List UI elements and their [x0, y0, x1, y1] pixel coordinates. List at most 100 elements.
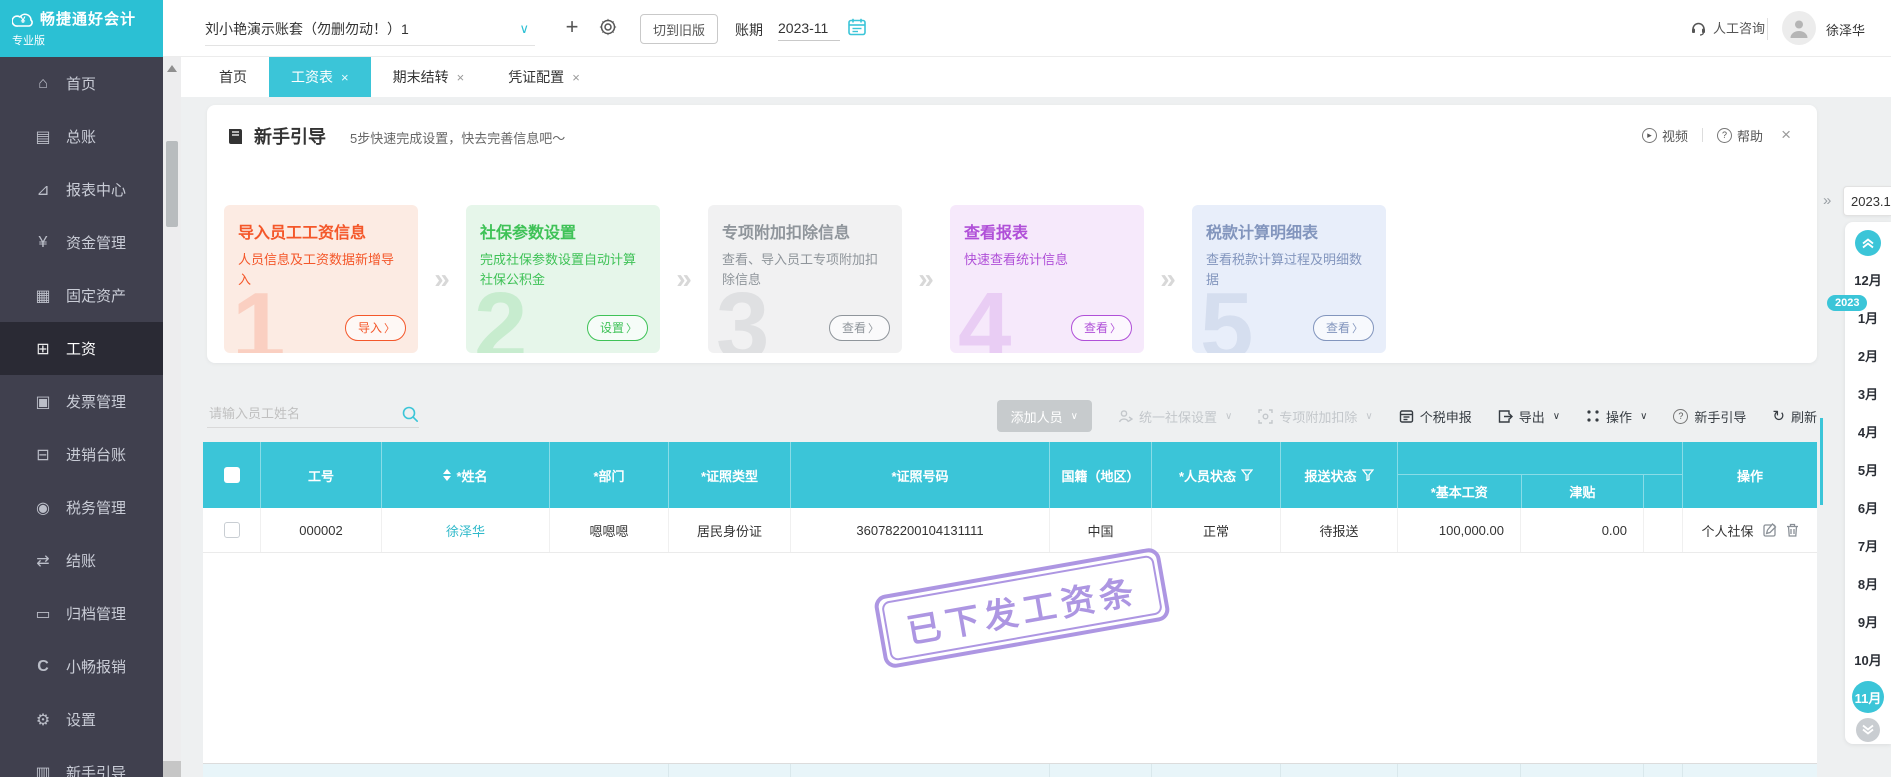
month-item[interactable]: 2月 — [1857, 348, 1879, 364]
row-checkbox[interactable] — [223, 522, 240, 538]
switch-old-version-button[interactable]: 切到旧版 — [640, 14, 719, 44]
tab-period-end-carryover[interactable]: 期末结转 × — [371, 57, 487, 97]
col-base-salary[interactable]: *基本工资 — [1430, 485, 1488, 500]
close-icon[interactable]: × — [456, 69, 465, 85]
toolbar-guide-button[interactable]: ? 新手引导 — [1673, 407, 1746, 426]
scroll-months-up-button[interactable] — [1855, 230, 1881, 256]
scrollbar-bottom[interactable] — [163, 761, 181, 777]
invoice-icon — [34, 392, 52, 412]
tax-declare-button[interactable]: 个税申报 — [1399, 407, 1472, 426]
special-deduction-button[interactable]: 专项附加扣除 — [1258, 407, 1372, 426]
employee-name-link[interactable]: 徐泽华 — [445, 523, 485, 539]
account-set-selector[interactable]: 刘小艳演示账套（勿删勿动！）1 ∨ — [205, 12, 535, 46]
cloud-logo-icon: ¥ — [12, 11, 34, 27]
scroll-up-arrow-icon[interactable] — [167, 65, 177, 72]
col-cert-no[interactable]: *证照号码 — [791, 442, 1050, 508]
col-cert-type[interactable]: *证照类型 — [669, 442, 791, 508]
col-name-label: *姓名 — [456, 468, 488, 484]
import-button[interactable]: 导入 — [344, 315, 406, 341]
close-icon[interactable]: × — [572, 69, 580, 85]
refresh-button[interactable]: ↻ 刷新 — [1772, 407, 1817, 426]
month-item[interactable]: 7月 — [1857, 538, 1879, 554]
step-number: 3 — [716, 273, 770, 354]
close-icon[interactable]: × — [341, 69, 349, 85]
cell-nationality: 中国 — [1050, 508, 1152, 552]
month-item[interactable]: 10月 — [1854, 652, 1882, 668]
search-icon[interactable] — [401, 405, 419, 423]
view-button[interactable]: 查看 — [828, 315, 890, 341]
reimburse-icon — [34, 658, 52, 676]
sidebar-item-tax[interactable]: 税务管理 — [0, 481, 163, 534]
select-all-checkbox[interactable] — [223, 467, 240, 483]
add-person-button[interactable]: 添加人员 — [996, 400, 1092, 432]
month-item-active[interactable]: 11月 — [1852, 681, 1884, 713]
sidebar-item-settings[interactable]: 设置 — [0, 693, 163, 746]
avatar[interactable] — [1782, 11, 1816, 45]
sidebar-item-purchase-sale[interactable]: 进销台账 — [0, 428, 163, 481]
col-nationality[interactable]: 国籍（地区） — [1050, 442, 1152, 508]
tab-salary-sheet[interactable]: 工资表 × — [269, 57, 371, 97]
gear-icon[interactable] — [598, 17, 618, 37]
search-input[interactable] — [207, 400, 401, 427]
export-button[interactable]: 导出 — [1498, 407, 1560, 426]
row-select-cell — [203, 508, 261, 552]
live-support-button[interactable]: 人工咨询 — [1690, 18, 1765, 37]
help-button[interactable]: ? 帮助 — [1717, 126, 1763, 145]
sidebar-item-funds[interactable]: 资金管理 — [0, 216, 163, 269]
month-item[interactable]: 12月 — [1854, 272, 1882, 288]
sidebar-item-home[interactable]: 首页 — [0, 57, 163, 110]
sidebar-item-report-center[interactable]: 报表中心 — [0, 163, 163, 216]
col-allowance[interactable]: 津贴 — [1520, 475, 1644, 508]
delete-icon[interactable] — [1786, 523, 1799, 537]
edit-icon[interactable] — [1762, 523, 1777, 537]
filter-icon[interactable] — [1241, 469, 1254, 481]
question-circle-icon: ? — [1717, 127, 1733, 143]
view-button[interactable]: 查看 — [1312, 315, 1374, 341]
video-button[interactable]: ▸ 视频 — [1642, 126, 1688, 145]
sidebar-scrollbar[interactable] — [163, 57, 181, 777]
filter-icon[interactable] — [1361, 469, 1374, 481]
sidebar-item-salary[interactable]: 工资 — [0, 322, 163, 375]
scroll-months-down-button[interactable] — [1856, 718, 1880, 742]
col-emp-no[interactable]: 工号 — [261, 442, 382, 508]
calendar-icon[interactable] — [848, 18, 866, 36]
col-person-status[interactable]: *人员状态 — [1152, 442, 1281, 508]
scrollbar-thumb[interactable] — [166, 141, 178, 227]
operate-button[interactable]: 操作 — [1586, 407, 1647, 426]
period-flag[interactable]: 2023.1 — [1843, 186, 1891, 216]
tab-label: 首页 — [219, 69, 247, 85]
tab-voucher-config[interactable]: 凭证配置 × — [486, 57, 602, 97]
month-item[interactable]: 3月 — [1857, 386, 1879, 402]
sidebar-item-invoice[interactable]: 发票管理 — [0, 375, 163, 428]
period-value[interactable]: 2023-11 — [778, 20, 840, 41]
month-item[interactable]: 9月 — [1857, 614, 1879, 630]
user-name[interactable]: 徐泽华 — [1826, 23, 1866, 38]
view-button[interactable]: 查看 — [1070, 315, 1132, 341]
sidebar-item-archive[interactable]: 归档管理 — [0, 587, 163, 640]
sort-icon[interactable] — [443, 469, 452, 481]
sidebar-item-reimburse[interactable]: 小畅报销 — [0, 640, 163, 693]
tab-home[interactable]: 首页 — [197, 57, 269, 97]
question-circle-icon: ? — [1673, 408, 1689, 424]
sidebar-item-general-ledger[interactable]: 总账 — [0, 110, 163, 163]
sidebar-item-label: 首页 — [66, 76, 97, 93]
unified-social-setting-button[interactable]: 统一社保设置 — [1118, 407, 1232, 426]
sidebar-item-fixed-assets[interactable]: 固定资产 — [0, 269, 163, 322]
ledger-icon — [34, 127, 52, 147]
sidebar-item-closing[interactable]: 结账 — [0, 534, 163, 587]
setting-button[interactable]: 设置 — [586, 315, 648, 341]
month-item[interactable]: 1月 — [1857, 310, 1879, 326]
month-item[interactable]: 8月 — [1857, 576, 1879, 592]
col-report-status[interactable]: 报送状态 — [1281, 442, 1398, 508]
month-item[interactable]: 6月 — [1857, 500, 1879, 516]
sidebar-item-beginner-guide[interactable]: 新手引导 — [0, 746, 163, 777]
month-item[interactable]: 4月 — [1857, 424, 1879, 440]
col-name[interactable]: *姓名 — [382, 442, 550, 508]
close-icon[interactable]: × — [1781, 125, 1791, 144]
add-account-set-button[interactable]: + — [565, 14, 579, 39]
guide-subtitle: 5步快速完成设置，快去完善信息吧～ — [350, 131, 566, 146]
month-item[interactable]: 5月 — [1857, 462, 1879, 478]
personal-social-insurance-link[interactable]: 个人社保 — [1701, 523, 1754, 539]
collapse-panel-icon[interactable]: » — [1823, 192, 1832, 209]
col-dept[interactable]: *部门 — [550, 442, 669, 508]
